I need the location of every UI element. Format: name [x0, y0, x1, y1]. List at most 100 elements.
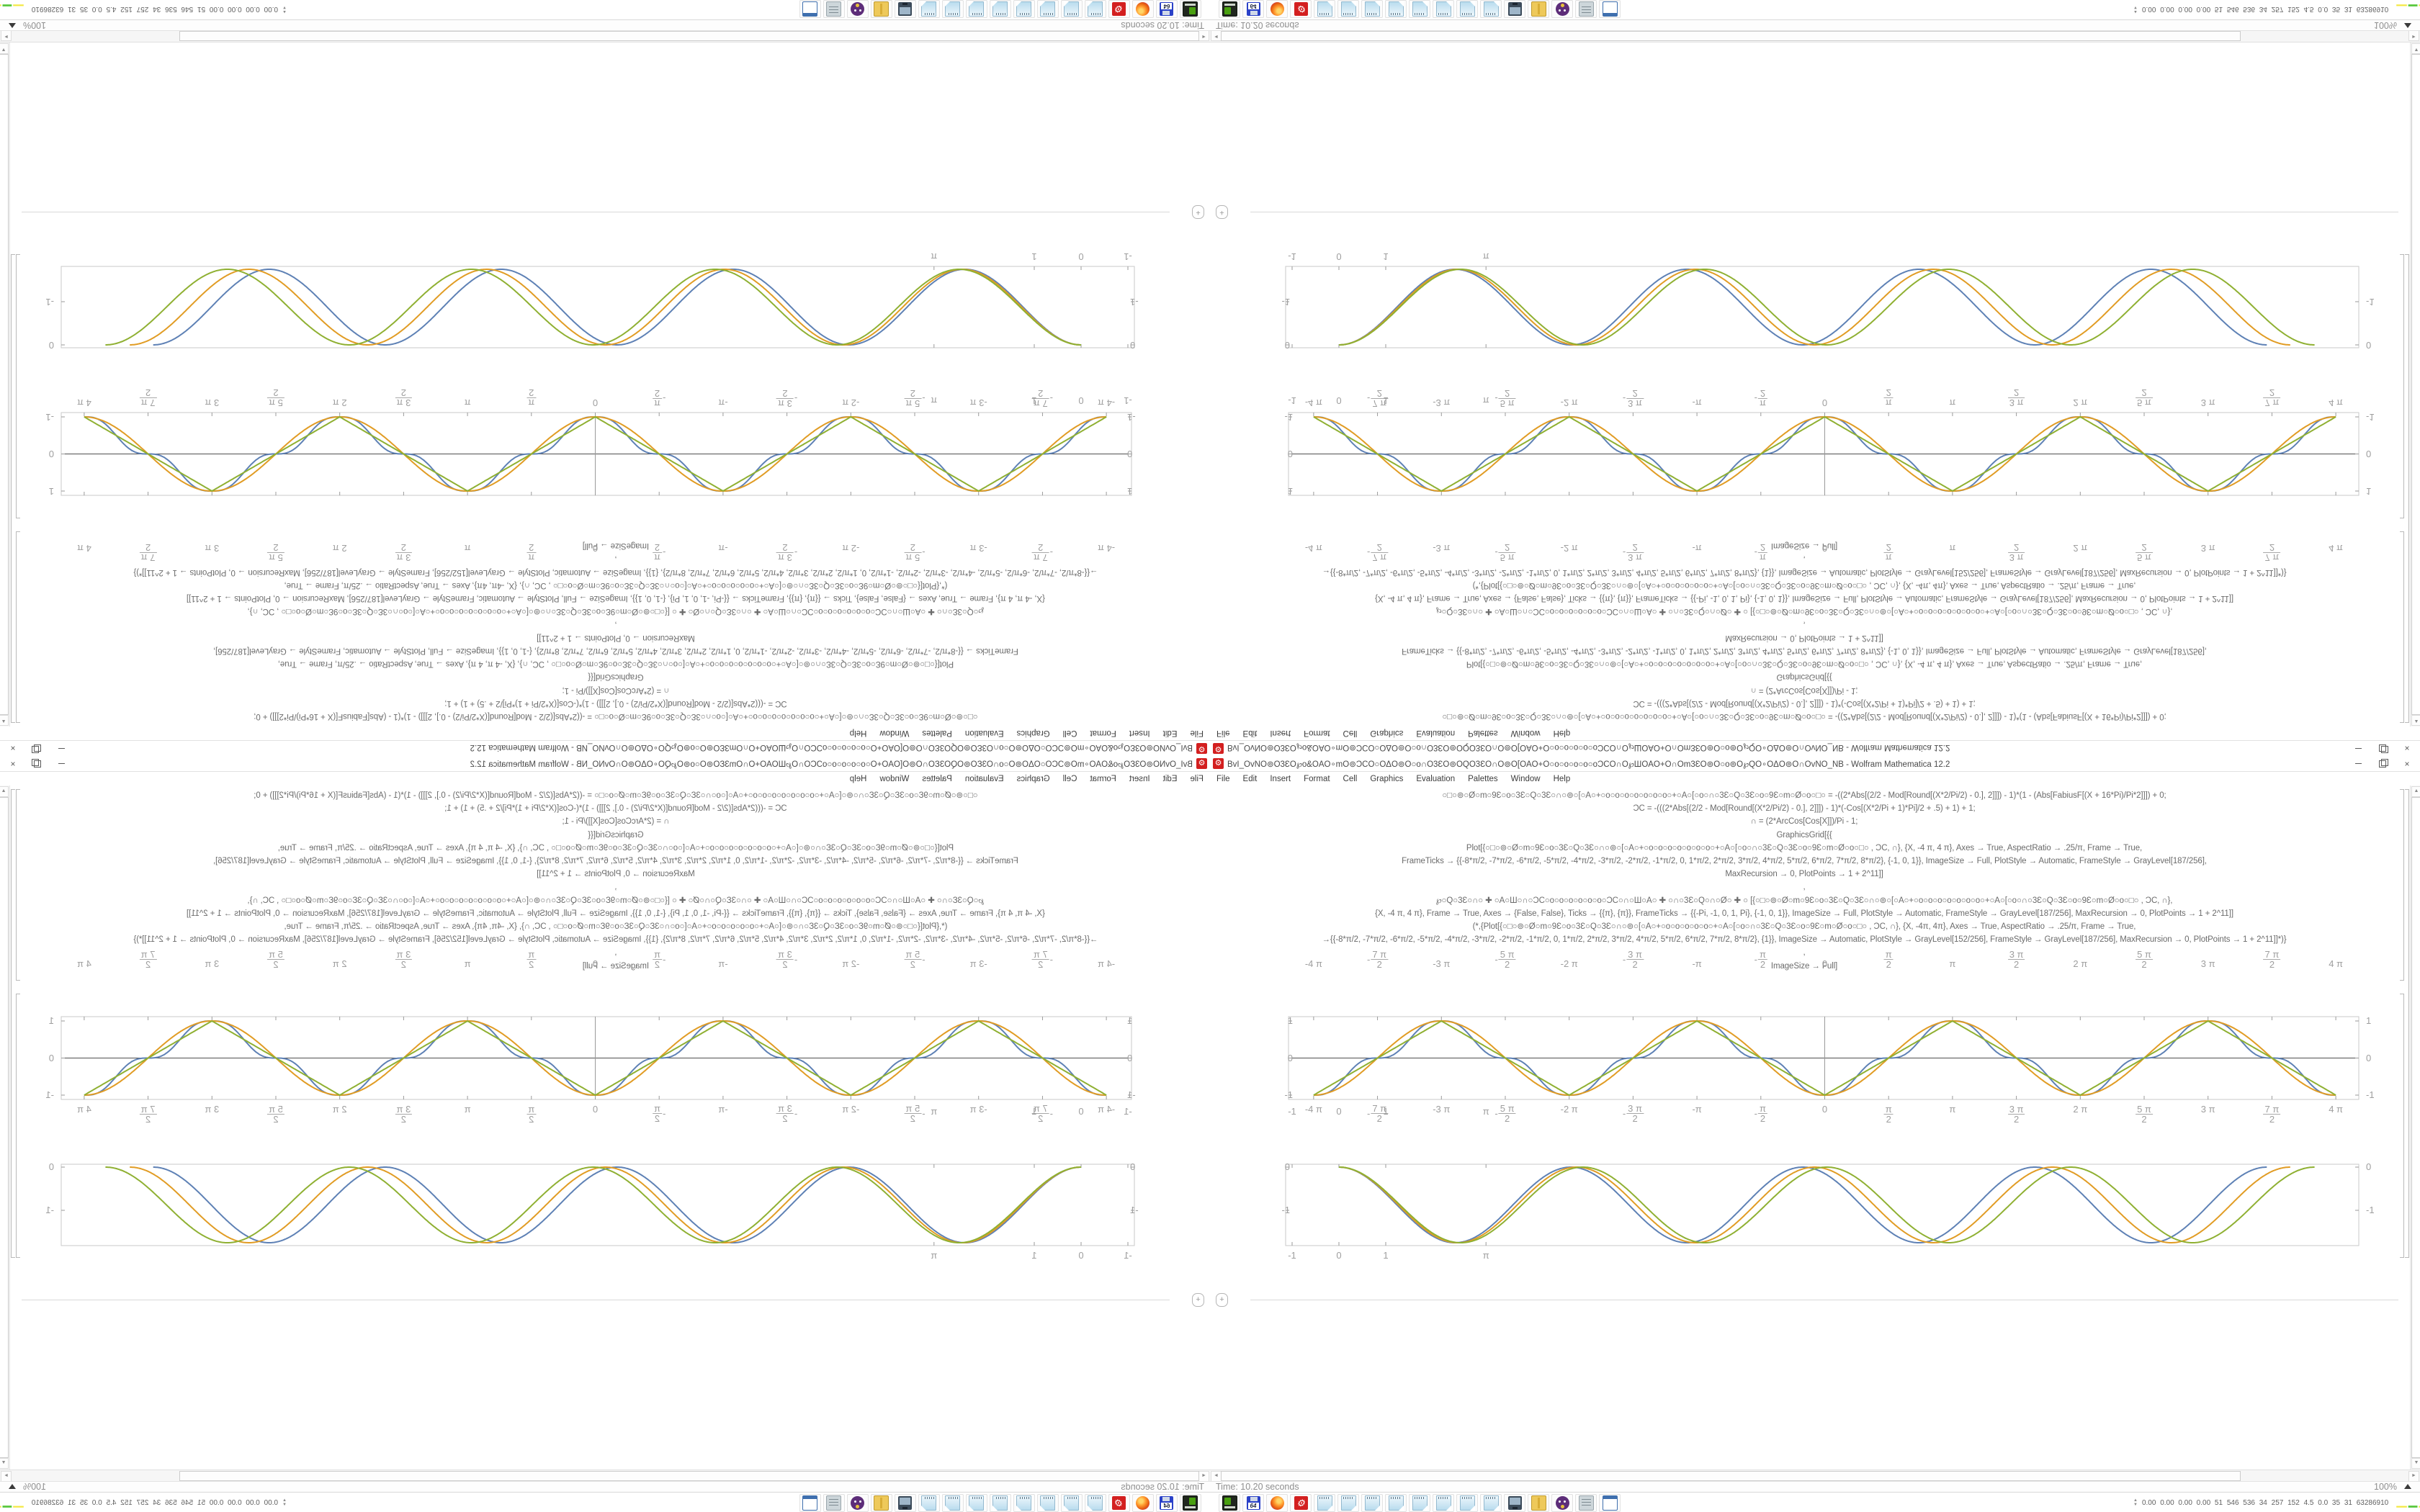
menu-item-window[interactable]: Window [879, 774, 910, 783]
code-line-3[interactable]: ∩ = (2*ArcCos[Cos[X]])/Pi - 1; [562, 817, 670, 827]
code-line-10[interactable]: {X, -4 π, 4 π}, Frame → True, Axes → {Fa… [187, 909, 1045, 918]
code-line-10[interactable]: {X, -4 π, 4 π}, Frame → True, Axes → {Fa… [187, 594, 1045, 603]
code-line-9[interactable]: ℘○Q○3Ɛ○∩○ ✚ ○A○Ш○∩○ƆC○o○o○o○o○o○o○ƆC○∩○Ш… [247, 896, 985, 905]
taskbar-button-notebook-doc-6[interactable] [1433, 0, 1454, 18]
horizontal-scroll-thumb[interactable] [179, 1471, 1199, 1481]
taskbar-button-notebook-doc-8[interactable] [918, 1494, 940, 1512]
code-line-3[interactable]: ∩ = (2*ArcCos[Cos[X]])/Pi - 1; [1750, 685, 1858, 695]
menu-item-file[interactable]: File [1190, 774, 1204, 783]
vertical-scroll-thumb[interactable] [0, 797, 9, 1458]
taskbar-button-notebook-doc-7[interactable] [942, 1494, 964, 1512]
code-line-7[interactable]: MaxRecursion → 0, PlotPoints → 1 + 2^11]… [1725, 633, 1883, 642]
code-line-5[interactable]: Plot[{○□○⊚○Ø○m○9Ɛ○o○3Ɛ○Q○3Ɛ○∩○⊚○[○A○+○o○… [277, 660, 954, 669]
taskbar-button-kernel-terminal[interactable] [1180, 1494, 1201, 1512]
taskbar-button-notebook-doc-7[interactable] [1456, 0, 1478, 18]
code-line-2[interactable]: ƆC = -(((2*Abs[(2/2 - Mod[Round[(X*2/Pi/… [1633, 804, 1976, 814]
vertical-scroll-thumb[interactable] [2411, 54, 2420, 715]
vertical-scrollbar[interactable]: ▲ ▼ [0, 786, 10, 1470]
taskbar-button-notebook-doc-5[interactable] [1409, 1494, 1430, 1512]
taskbar-button-notebook-doc-3[interactable] [1361, 0, 1383, 18]
cell-bracket-group[interactable] [2405, 789, 2409, 1258]
code-line-4[interactable]: GraphicsGrid[{{ [1776, 672, 1832, 682]
menu-item-edit[interactable]: Edit [1242, 729, 1258, 738]
code-line-4[interactable]: GraphicsGrid[{{ [588, 830, 644, 840]
input-cell-code[interactable]: ○□○⊚○Ø○m○9Ɛ○o○3Ɛ○Q○3Ɛ○∩○⊚○[○A○+○o○o○o○o○… [22, 539, 1210, 723]
code-line-2[interactable]: ƆC = -(((2*Abs[(2/2 - Mod[Round[(X*2/Pi/… [1633, 698, 1976, 708]
vertical-scrollbar[interactable]: ▲ ▼ [0, 42, 10, 726]
scroll-right-arrow[interactable]: ► [2408, 1471, 2419, 1482]
minimize-button[interactable] [56, 759, 68, 769]
cell-bracket-output[interactable] [2400, 254, 2404, 518]
restore-button[interactable] [32, 744, 43, 754]
input-cell-code[interactable]: ○□○⊚○Ø○m○9Ɛ○o○3Ɛ○Q○3Ɛ○∩○⊚○[○A○+○o○o○o○o○… [1210, 539, 2398, 723]
chevron-updown-icon[interactable]: ▲ ▼ [2133, 5, 2138, 14]
taskbar-button-script-doc[interactable] [823, 0, 845, 18]
menu-item-evaluation[interactable]: Evaluation [1416, 729, 1456, 738]
taskbar-button-notebook-doc-2[interactable] [1061, 0, 1083, 18]
cell-bracket-input[interactable] [16, 531, 20, 723]
code-line-7[interactable]: MaxRecursion → 0, PlotPoints → 1 + 2^11]… [537, 633, 695, 642]
taskbar-button-firefox[interactable] [1266, 0, 1288, 18]
code-line-1[interactable]: ○□○⊚○Ø○m○9Ɛ○o○3Ɛ○Q○3Ɛ○∩○⊚○[○A○+○o○o○o○o○… [1442, 791, 2166, 800]
menu-item-format[interactable]: Format [1090, 729, 1116, 738]
minimize-button[interactable] [2352, 759, 2364, 769]
taskbar-button-notebook-doc-3[interactable] [1037, 1494, 1059, 1512]
code-line-1[interactable]: ○□○⊚○Ø○m○9Ɛ○o○3Ɛ○Q○3Ɛ○∩○⊚○[○A○+○o○o○o○o○… [254, 791, 978, 800]
horizontal-scrollbar[interactable]: ◄ ► [0, 30, 1210, 42]
close-button[interactable]: × [2404, 743, 2410, 754]
menu-item-help[interactable]: Help [1553, 729, 1571, 738]
notebook-content[interactable]: ○□○⊚○Ø○m○9Ɛ○o○3Ɛ○Q○3Ɛ○∩○⊚○[○A○+○o○o○o○o○… [1210, 786, 2410, 1470]
code-line-11[interactable]: (*,{Plot[{○□○⊚○Ø○m○9Ɛ○o○3Ɛ○Q○3Ɛ○∩○⊚○[○A○… [284, 580, 948, 590]
scroll-down-arrow[interactable]: ▼ [2411, 1458, 2420, 1469]
taskbar-button-mini-window[interactable] [1599, 1494, 1621, 1512]
menu-item-graphics[interactable]: Graphics [1016, 729, 1050, 738]
restore-button[interactable] [32, 759, 43, 769]
taskbar-button-firefox[interactable] [1132, 0, 1154, 18]
taskbar-button-script-doc[interactable] [823, 1494, 845, 1512]
code-line-3[interactable]: ∩ = (2*ArcCos[Cos[X]])/Pi - 1; [1750, 817, 1858, 827]
menu-item-help[interactable]: Help [849, 729, 867, 738]
code-line-3[interactable]: ∩ = (2*ArcCos[Cos[X]])/Pi - 1; [562, 685, 670, 695]
taskbar-button-mini-window[interactable] [799, 1494, 821, 1512]
menu-item-insert[interactable]: Insert [1270, 729, 1291, 738]
code-line-6[interactable]: FrameTicks → {{-8*π/2, -7*π/2, -6*π/2, -… [213, 646, 1018, 655]
cell-bracket-group[interactable] [11, 789, 15, 1258]
taskbar-button-notebook-doc-2[interactable] [1337, 0, 1359, 18]
code-line-4[interactable]: GraphicsGrid[{{ [588, 672, 644, 682]
code-line-1[interactable]: ○□○⊚○Ø○m○9Ɛ○o○3Ɛ○Q○3Ɛ○∩○⊚○[○A○+○o○o○o○o○… [254, 712, 978, 721]
restore-button[interactable] [2377, 758, 2388, 769]
code-line-14[interactable]: ImageSize → Full] [1770, 961, 1838, 971]
menu-item-evaluation[interactable]: Evaluation [964, 774, 1004, 783]
horizontal-scrollbar[interactable]: ◄ ► [1210, 1470, 2420, 1482]
magnification-popup-arrow[interactable] [9, 1484, 16, 1489]
taskbar-button-floppy-64[interactable] [1242, 0, 1264, 18]
taskbar-button-gimp[interactable] [847, 0, 869, 18]
code-line-1[interactable]: ○□○⊚○Ø○m○9Ɛ○o○3Ɛ○Q○3Ɛ○∩○⊚○[○A○+○o○o○o○o○… [1442, 712, 2166, 721]
taskbar-button-notebook-doc-1[interactable] [1085, 1494, 1106, 1512]
taskbar-button-notebook-doc-2[interactable] [1337, 1494, 1359, 1512]
taskbar-button-script-doc[interactable] [1575, 0, 1597, 18]
menu-item-insert[interactable]: Insert [1129, 729, 1150, 738]
taskbar-button-system-monitor-app[interactable] [1504, 1494, 1525, 1512]
code-line-9[interactable]: ℘○Q○3Ɛ○∩○ ✚ ○A○Ш○∩○ƆC○o○o○o○o○o○o○ƆC○∩○Ш… [1435, 896, 2173, 905]
vertical-scrollbar[interactable]: ▲ ▼ [2410, 42, 2420, 726]
taskbar-button-notebook-doc-5[interactable] [990, 1494, 1011, 1512]
close-button[interactable]: × [10, 758, 16, 769]
taskbar-button-firefox[interactable] [1266, 1494, 1288, 1512]
taskbar-button-notebook-doc-8[interactable] [1480, 1494, 1502, 1512]
input-cell-code[interactable]: ○□○⊚○Ø○m○9Ɛ○o○3Ɛ○Q○3Ɛ○∩○⊚○[○A○+○o○o○o○o○… [1210, 789, 2398, 973]
vertical-scroll-thumb[interactable] [0, 54, 9, 715]
taskbar-button-mini-window[interactable] [1599, 0, 1621, 18]
scroll-left-arrow[interactable]: ◄ [1211, 1471, 1222, 1482]
taskbar-button-folder[interactable] [871, 0, 892, 18]
taskbar-button-folder[interactable] [871, 1494, 892, 1512]
scroll-down-arrow[interactable]: ▼ [2411, 43, 2420, 54]
code-line-7[interactable]: MaxRecursion → 0, PlotPoints → 1 + 2^11]… [537, 870, 695, 879]
window-titlebar[interactable]: ⚙ BvI_OvNO⊚O3ƐO℘o&OAO∘mO⊚ƆCO○OΔO⊚O○o∩O3Ɛ… [1210, 756, 2420, 772]
horizontal-scroll-thumb[interactable] [179, 31, 1199, 41]
code-line-9[interactable]: ℘○Q○3Ɛ○∩○ ✚ ○A○Ш○∩○ƆC○o○o○o○o○o○o○ƆC○∩○Ш… [247, 607, 985, 616]
vertical-scroll-thumb[interactable] [2411, 797, 2420, 1458]
code-line-5[interactable]: Plot[{○□○⊚○Ø○m○9Ɛ○o○3Ɛ○Q○3Ɛ○∩○⊚○[○A○+○o○… [1466, 660, 2143, 669]
code-line-4[interactable]: GraphicsGrid[{{ [1776, 830, 1832, 840]
chevron-updown-icon[interactable]: ▲ ▼ [282, 5, 287, 14]
